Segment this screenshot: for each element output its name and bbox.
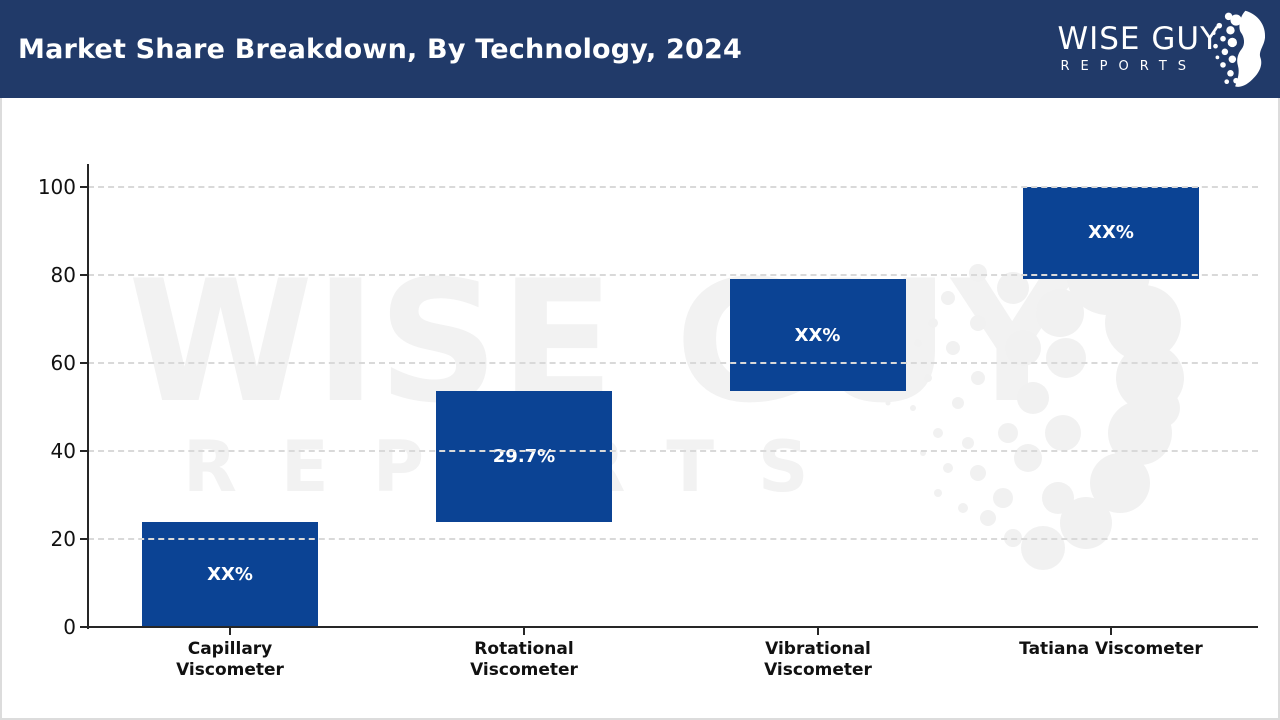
x-category-label: Capillary Viscometer bbox=[110, 639, 350, 681]
y-tick bbox=[80, 274, 88, 276]
bar-segment: XX% bbox=[729, 278, 906, 392]
logo-text: WISE GUY REPORTS bbox=[1057, 21, 1220, 75]
x-category-line: Rotational bbox=[474, 639, 574, 659]
x-category-line: Tatiana Viscometer bbox=[1019, 639, 1203, 659]
frame-edge-right bbox=[1278, 98, 1280, 720]
x-category-label: Rotational Viscometer bbox=[404, 639, 644, 681]
x-axis-line bbox=[87, 626, 1258, 628]
bar-segment: XX% bbox=[1023, 187, 1199, 279]
x-category-line: Viscometer bbox=[176, 660, 284, 680]
x-tick bbox=[523, 628, 525, 635]
x-tick bbox=[816, 628, 819, 635]
frame-edge-left bbox=[0, 98, 2, 720]
x-category-label: Tatiana Viscometer bbox=[991, 639, 1231, 660]
bar-value-label: XX% bbox=[207, 563, 253, 585]
x-category-line: Vibrational bbox=[765, 639, 871, 659]
y-tick bbox=[80, 450, 88, 452]
y-tick bbox=[80, 538, 88, 540]
page-title: Market Share Breakdown, By Technology, 2… bbox=[18, 33, 743, 65]
header-bar: Market Share Breakdown, By Technology, 2… bbox=[0, 0, 1280, 98]
y-tick-label: 100 bbox=[37, 175, 76, 199]
x-tick bbox=[229, 628, 231, 635]
y-axis-line bbox=[87, 164, 89, 629]
x-category-line: Viscometer bbox=[470, 660, 578, 680]
gridline bbox=[88, 538, 1258, 540]
watermark-face-icon bbox=[885, 231, 1184, 570]
logo-subtext: REPORTS bbox=[1060, 59, 1198, 74]
y-tick-label: 60 bbox=[50, 351, 76, 375]
y-tick-label: 0 bbox=[63, 615, 76, 639]
y-tick bbox=[80, 186, 88, 188]
y-tick-label: 80 bbox=[50, 263, 76, 287]
logo-wordmark: WISE GUY bbox=[1057, 21, 1220, 57]
gridline bbox=[88, 362, 1258, 364]
x-category-line: Capillary bbox=[187, 639, 273, 659]
frame-edge-bottom bbox=[0, 718, 1280, 720]
x-tick bbox=[1110, 628, 1112, 635]
x-category-line: Viscometer bbox=[764, 660, 872, 680]
bar-value-label: XX% bbox=[1088, 222, 1134, 244]
bar-value-label: XX% bbox=[794, 324, 841, 346]
gridline bbox=[88, 450, 1258, 452]
face-profile-icon bbox=[1211, 10, 1266, 87]
wiseguy-logo: WISE GUY REPORTS bbox=[1057, 7, 1270, 91]
gridline bbox=[88, 186, 1258, 188]
y-tick bbox=[80, 362, 88, 364]
y-tick-label: 40 bbox=[50, 439, 76, 463]
bar-segment: 29.7% bbox=[436, 391, 612, 522]
x-category-label: Vibrational Viscometer bbox=[698, 639, 938, 681]
y-tick-label: 20 bbox=[50, 527, 76, 551]
gridline bbox=[88, 274, 1258, 276]
y-tick bbox=[80, 626, 88, 628]
